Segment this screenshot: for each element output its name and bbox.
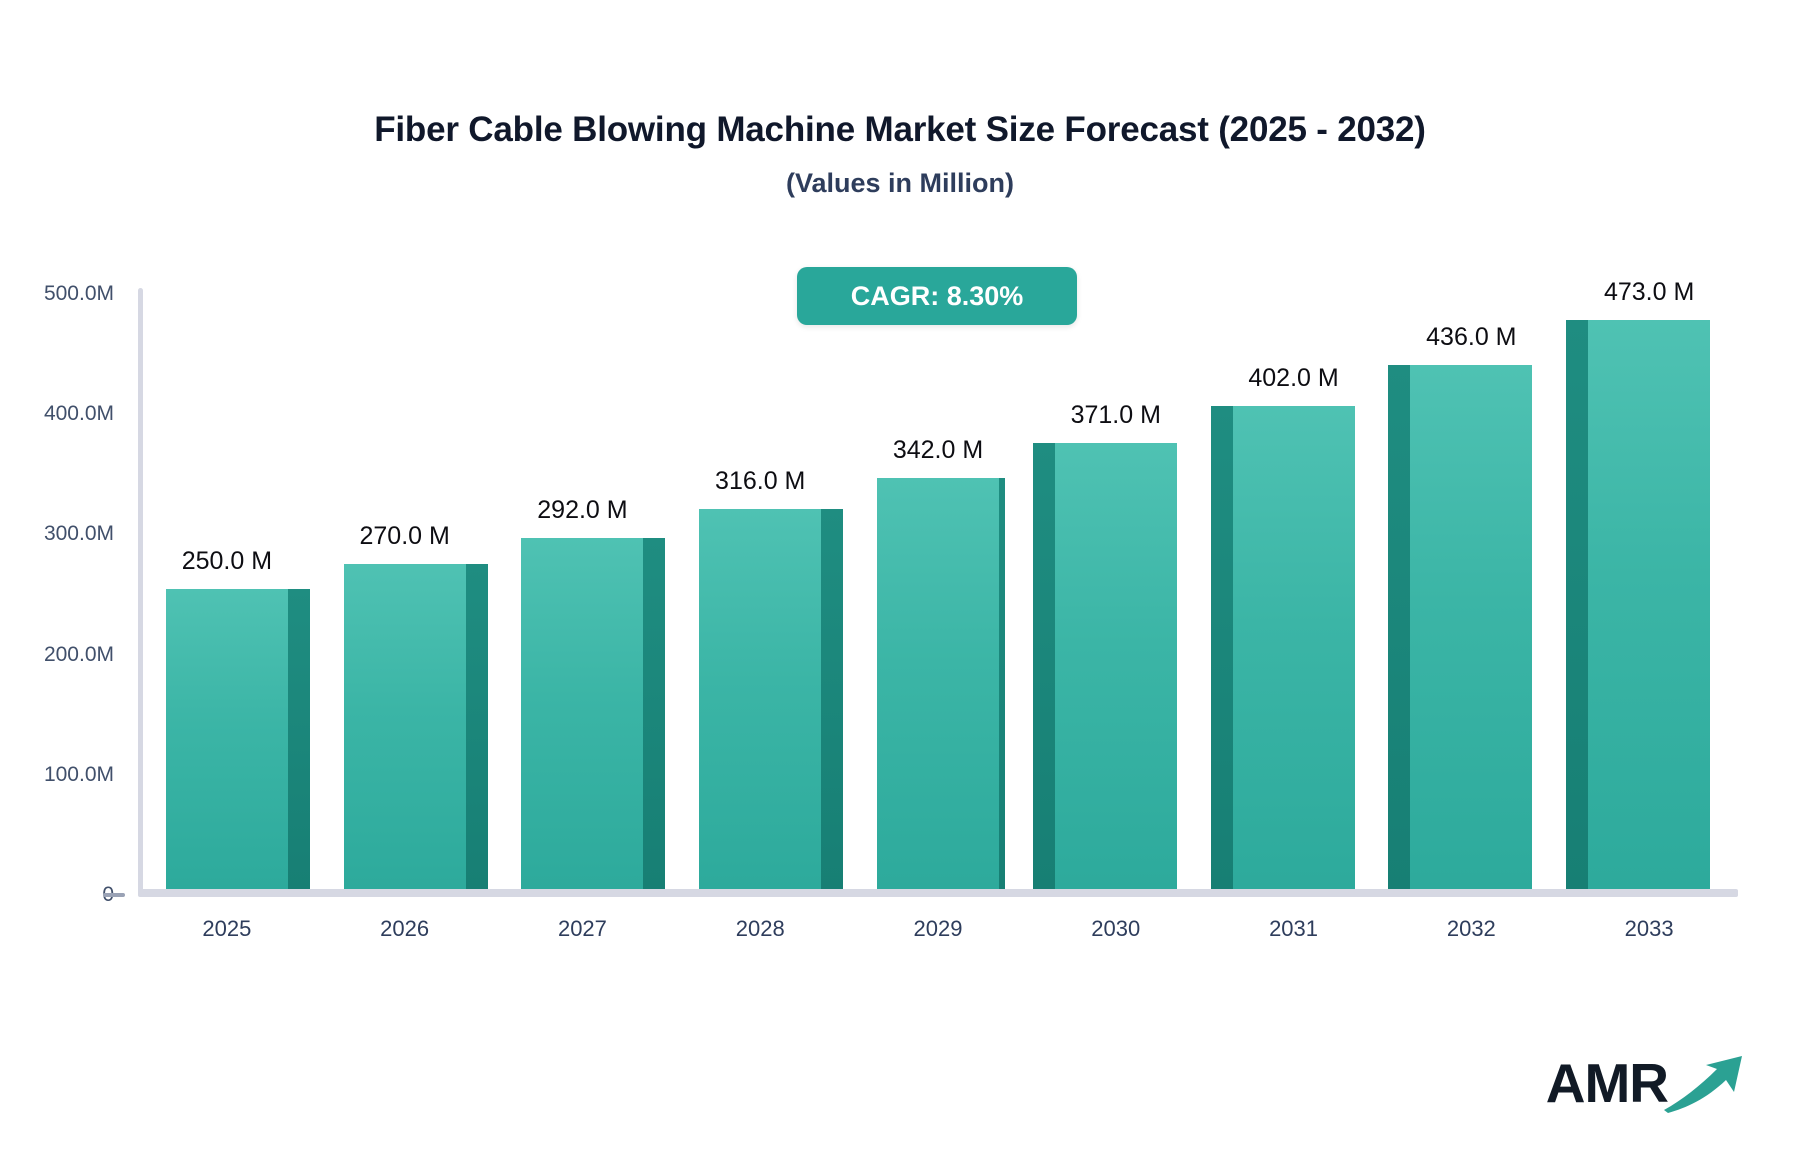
bar-2033[interactable]: 473.0 M bbox=[1566, 278, 1711, 889]
x-axis-tick-label-2027: 2027 bbox=[557, 916, 607, 941]
bar-value-label: 342.0 M bbox=[892, 435, 984, 464]
bar-2028[interactable]: 316.0 M bbox=[699, 467, 844, 889]
amr-logo: AMR bbox=[1546, 1048, 1748, 1118]
bar-2029[interactable]: 342.0 M bbox=[877, 436, 1005, 889]
cagr-badge: CAGR: 8.30% bbox=[797, 267, 1077, 325]
y-axis-tick-label: 300.0M bbox=[43, 522, 114, 546]
bar-value-label: 292.0 M bbox=[537, 496, 628, 525]
bar-side-face bbox=[287, 588, 310, 889]
x-axis-labels: 2025 2026 2027 2028 2029 2030 2031 2032 2033 bbox=[138, 916, 1738, 956]
bar-front-face bbox=[1588, 320, 1711, 889]
bar-front-face bbox=[877, 477, 999, 889]
bar-front-face bbox=[699, 509, 822, 889]
y-axis-line bbox=[138, 288, 143, 895]
bar-front-face bbox=[1232, 405, 1355, 889]
bar-2031[interactable]: 402.0 M bbox=[1210, 364, 1355, 889]
bar-value-label: 436.0 M bbox=[1426, 322, 1517, 351]
bar-2025[interactable]: 250.0 M bbox=[165, 547, 310, 889]
bar-value-label: 250.0 M bbox=[181, 546, 273, 575]
chart-subtitle: (Values in Million) bbox=[785, 168, 1015, 198]
bar-front-face bbox=[1410, 364, 1533, 889]
y-axis-zero-tick bbox=[103, 893, 125, 897]
x-axis-tick-label-2029: 2029 bbox=[913, 916, 963, 941]
bar-front-face bbox=[521, 538, 644, 889]
bar-side-face bbox=[821, 509, 844, 889]
y-axis-tick-label: 500.0M bbox=[43, 282, 114, 305]
bar-value-label: 316.0 M bbox=[715, 467, 806, 496]
y-axis-tick-label: 200.0M bbox=[43, 642, 114, 666]
bar-side-face bbox=[465, 564, 488, 889]
x-axis-tick-label-2030: 2030 bbox=[1091, 916, 1141, 941]
bar-front-face bbox=[343, 564, 466, 889]
x-axis-tick-label-2033: 2033 bbox=[1624, 916, 1674, 941]
bar-value-label: 473.0 M bbox=[1603, 278, 1695, 307]
y-axis-tick-label: 400.0M bbox=[43, 402, 114, 426]
bar-front-face bbox=[165, 588, 288, 889]
bar-side-face bbox=[1032, 443, 1055, 889]
bar-2027[interactable]: 292.0 M bbox=[521, 496, 666, 889]
growth-arrow-icon bbox=[1662, 1053, 1748, 1120]
plot-area: 250.0 M 270.0 M 292.0 M 316.0 M 342.0 M 371.0… bbox=[138, 278, 1738, 897]
bar-series: 250.0 M 270.0 M 292.0 M 316.0 M 342.0 M 371.0… bbox=[138, 278, 1738, 895]
bar-2032[interactable]: 436.0 M bbox=[1388, 323, 1533, 889]
x-axis-tick-label-2026: 2026 bbox=[380, 916, 430, 941]
bar-side-face bbox=[1388, 364, 1411, 889]
y-axis-tick-label: 100.0M bbox=[43, 762, 114, 786]
bar-side-face bbox=[1210, 405, 1233, 889]
x-axis-baseline bbox=[138, 889, 1738, 897]
x-axis-tick-label-2031: 2031 bbox=[1269, 916, 1319, 941]
bar-2030[interactable]: 371.0 M bbox=[1032, 401, 1177, 889]
bar-front-face bbox=[1054, 443, 1177, 889]
logo-text: AMR bbox=[1545, 1051, 1669, 1114]
bar-side-face bbox=[1566, 320, 1589, 889]
bar-value-label: 402.0 M bbox=[1248, 363, 1339, 392]
bar-value-label: 270.0 M bbox=[359, 522, 450, 551]
x-axis-tick-label-2032: 2032 bbox=[1446, 916, 1496, 941]
bar-value-label: 371.0 M bbox=[1070, 401, 1161, 430]
bar-side-face bbox=[999, 477, 1005, 889]
bar-2026[interactable]: 270.0 M bbox=[343, 522, 488, 889]
x-axis-tick-label-2028: 2028 bbox=[735, 916, 785, 941]
x-axis-tick-label-2025: 2025 bbox=[202, 916, 252, 941]
bar-side-face bbox=[643, 538, 666, 889]
chart-title: Fiber Cable Blowing Machine Market Size … bbox=[374, 110, 1426, 149]
